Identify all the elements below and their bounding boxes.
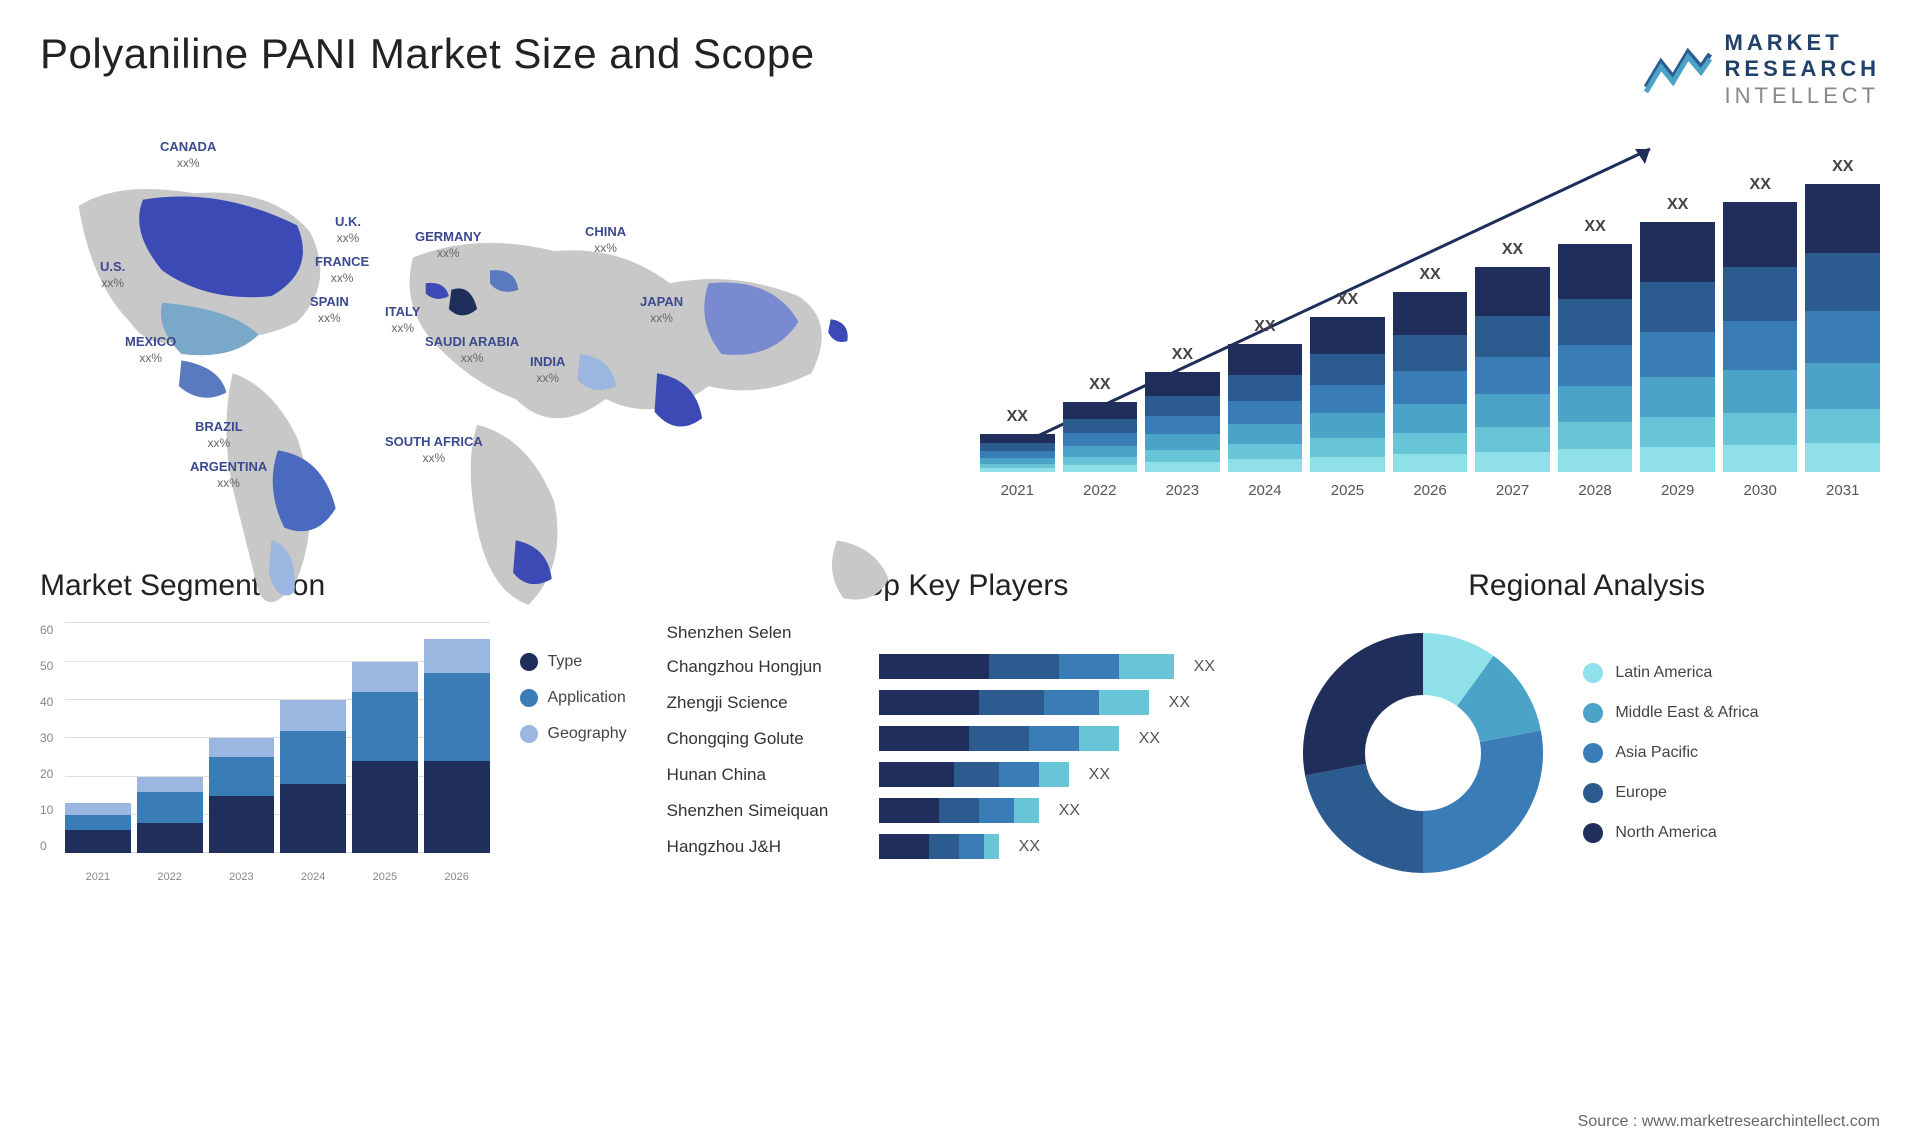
growth-bar: XX2029 — [1640, 196, 1715, 499]
logo-icon — [1643, 42, 1713, 97]
donut-slice — [1303, 633, 1423, 775]
growth-bar: XX2031 — [1805, 158, 1880, 499]
source-attribution: Source : www.marketresearchintellect.com — [1578, 1113, 1880, 1131]
growth-bar: XX2027 — [1475, 241, 1550, 499]
regional-section: Regional Analysis Latin America Middle Ea… — [1293, 569, 1880, 883]
player-row: Shenzhen SimeiquanXX — [667, 798, 1254, 823]
map-svg — [40, 129, 940, 643]
donut-slice — [1305, 764, 1423, 873]
legend-item: Asia Pacific — [1583, 743, 1758, 763]
segmentation-bar — [352, 662, 418, 854]
segmentation-bar — [209, 738, 275, 853]
legend-item: Application — [520, 689, 627, 707]
map-country-label: BRAZILxx% — [195, 419, 243, 450]
growth-bar-chart: XX2021XX2022XX2023XX2024XX2025XX2026XX20… — [980, 129, 1880, 529]
map-country-label: U.K.xx% — [335, 214, 361, 245]
segmentation-bar — [424, 639, 490, 854]
legend-item: Middle East & Africa — [1583, 703, 1758, 723]
map-country-label: MEXICOxx% — [125, 334, 176, 365]
player-row: Hunan ChinaXX — [667, 762, 1254, 787]
map-country-label: SAUDI ARABIAxx% — [425, 334, 519, 365]
growth-bar: XX2028 — [1558, 218, 1633, 499]
legend-item: North America — [1583, 823, 1758, 843]
players-chart: Shenzhen SelenChangzhou HongjunXXZhengji… — [667, 623, 1254, 859]
logo-line1: MARKET — [1725, 30, 1880, 56]
growth-bar: XX2024 — [1228, 318, 1303, 499]
logo-line3: INTELLECT — [1725, 83, 1880, 109]
segmentation-chart: 6050403020100 202120222023202420252026 — [40, 623, 490, 883]
map-country-label: GERMANYxx% — [415, 229, 481, 260]
player-row: Chongqing GoluteXX — [667, 726, 1254, 751]
regional-donut-chart — [1293, 623, 1553, 883]
player-row: Hangzhou J&HXX — [667, 834, 1254, 859]
world-map: CANADAxx% U.S.xx% MEXICOxx% BRAZILxx% ARGENT… — [40, 129, 940, 529]
growth-bar: XX2030 — [1723, 176, 1798, 499]
growth-bar: XX2022 — [1063, 376, 1138, 499]
growth-bar: XX2025 — [1310, 291, 1385, 499]
segmentation-bar — [137, 777, 203, 854]
map-country-label: CANADAxx% — [160, 139, 216, 170]
donut-slice — [1423, 731, 1543, 873]
page-title: Polyaniline PANI Market Size and Scope — [40, 30, 815, 78]
map-country-label: ARGENTINAxx% — [190, 459, 267, 490]
growth-bar: XX2021 — [980, 408, 1055, 499]
segmentation-legend: Type Application Geography — [520, 623, 627, 883]
map-country-label: CHINAxx% — [585, 224, 626, 255]
player-row: Zhengji ScienceXX — [667, 690, 1254, 715]
map-country-label: INDIAxx% — [530, 354, 565, 385]
map-country-label: U.S.xx% — [100, 259, 125, 290]
regional-legend: Latin America Middle East & Africa Asia Pa… — [1583, 663, 1758, 843]
map-country-label: ITALYxx% — [385, 304, 420, 335]
legend-item: Europe — [1583, 783, 1758, 803]
map-country-label: JAPANxx% — [640, 294, 683, 325]
brand-logo: MARKET RESEARCH INTELLECT — [1643, 30, 1880, 109]
legend-item: Latin America — [1583, 663, 1758, 683]
map-country-label: FRANCExx% — [315, 254, 369, 285]
segmentation-bar — [280, 700, 346, 853]
legend-item: Type — [520, 653, 627, 671]
player-row: Changzhou HongjunXX — [667, 654, 1254, 679]
legend-item: Geography — [520, 725, 627, 743]
growth-bar: XX2023 — [1145, 346, 1220, 499]
segmentation-bar — [65, 803, 131, 853]
regional-title: Regional Analysis — [1293, 569, 1880, 603]
map-country-label: SPAINxx% — [310, 294, 349, 325]
growth-bar: XX2026 — [1393, 266, 1468, 499]
map-country-label: SOUTH AFRICAxx% — [385, 434, 483, 465]
logo-line2: RESEARCH — [1725, 56, 1880, 82]
